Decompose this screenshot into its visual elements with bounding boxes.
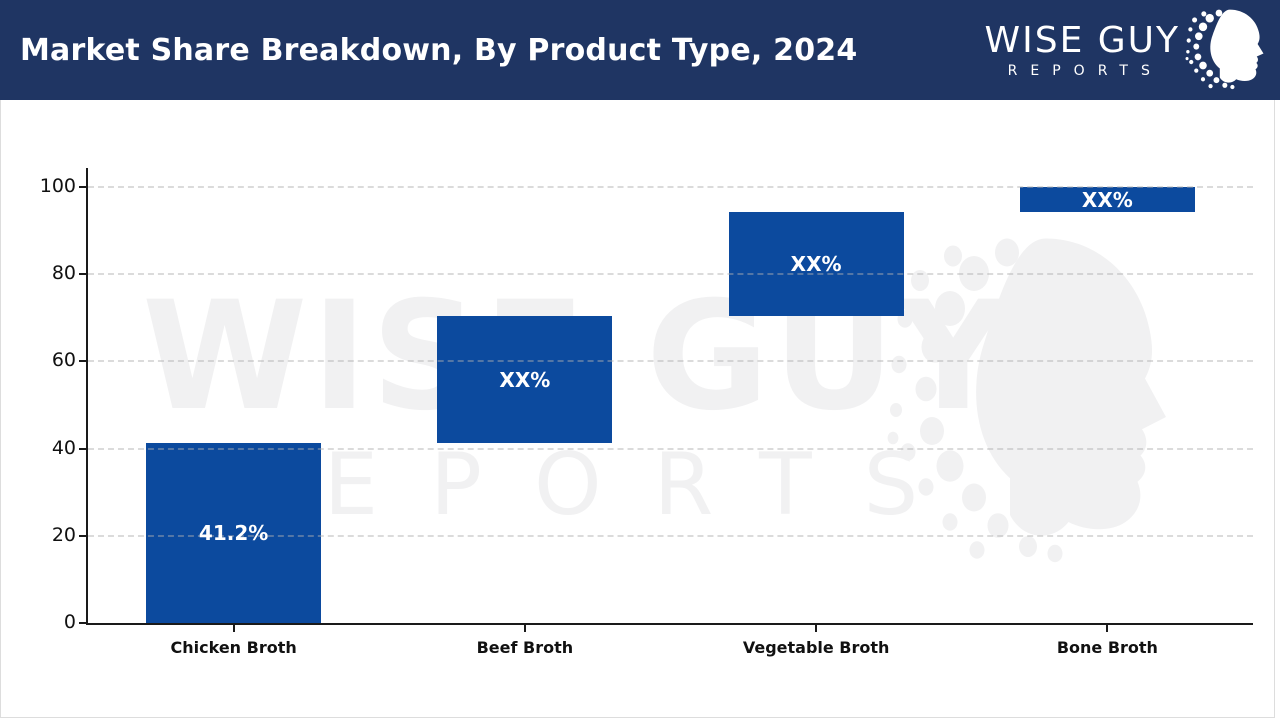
x-axis-label-chicken-broth: Chicken Broth xyxy=(170,638,297,657)
gridline-40 xyxy=(88,447,1253,450)
y-tick-label-80: 80 xyxy=(51,262,76,285)
x-axis-spine xyxy=(86,623,1253,625)
logo-sub: REPORTS xyxy=(1007,62,1163,79)
y-tick-40 xyxy=(79,447,86,450)
x-tick-chicken-broth xyxy=(232,625,235,632)
bar-chicken-broth xyxy=(146,443,322,623)
bar-vegetable-broth xyxy=(728,212,904,317)
watermark-line2: REPORTS xyxy=(212,435,971,535)
y-tick-0 xyxy=(79,622,86,624)
y-tick-100 xyxy=(79,186,86,188)
bar-value-label-chicken-broth: 41.2% xyxy=(198,521,269,546)
content-frame xyxy=(0,100,1275,718)
header-bar: Market Share Breakdown, By Product Type,… xyxy=(0,0,1280,100)
x-axis-label-bone-broth: Bone Broth xyxy=(1056,638,1158,657)
y-tick-label-60: 60 xyxy=(51,349,76,372)
gridline-100 xyxy=(88,186,1253,188)
y-tick-label-40: 40 xyxy=(51,436,76,459)
y-tick-label-100: 100 xyxy=(39,175,76,197)
y-tick-80 xyxy=(79,273,86,276)
wise-guy-logo: WISE GUY REPORTS xyxy=(985,7,1267,93)
y-tick-label-20: 20 xyxy=(51,523,76,546)
x-axis-label-beef-broth: Beef Broth xyxy=(476,638,574,657)
logo-text: WISE GUY REPORTS xyxy=(984,19,1181,79)
x-axis-label-vegetable-broth: Vegetable Broth xyxy=(742,638,890,657)
gridline-60 xyxy=(88,360,1253,363)
bar-bone-broth xyxy=(1019,187,1195,213)
bar-value-label-bone-broth: XX% xyxy=(1081,187,1133,212)
bar-value-label-vegetable-broth: XX% xyxy=(790,252,842,277)
x-tick-bone-broth xyxy=(1106,625,1109,632)
x-tick-beef-broth xyxy=(523,625,526,632)
logo-name: WISE GUY xyxy=(984,19,1180,61)
y-tick-60 xyxy=(79,360,86,363)
y-tick-label-0: 0 xyxy=(63,611,76,633)
x-tick-vegetable-broth xyxy=(815,625,818,632)
bar-value-label-beef-broth: XX% xyxy=(499,367,551,392)
chart-title: Market Share Breakdown, By Product Type,… xyxy=(20,32,858,68)
bar-beef-broth xyxy=(437,316,613,444)
gridline-80 xyxy=(88,273,1253,276)
y-tick-20 xyxy=(79,534,86,537)
logo-face-icon xyxy=(1185,9,1264,90)
gridline-20 xyxy=(88,534,1253,537)
y-axis-spine xyxy=(86,168,88,625)
